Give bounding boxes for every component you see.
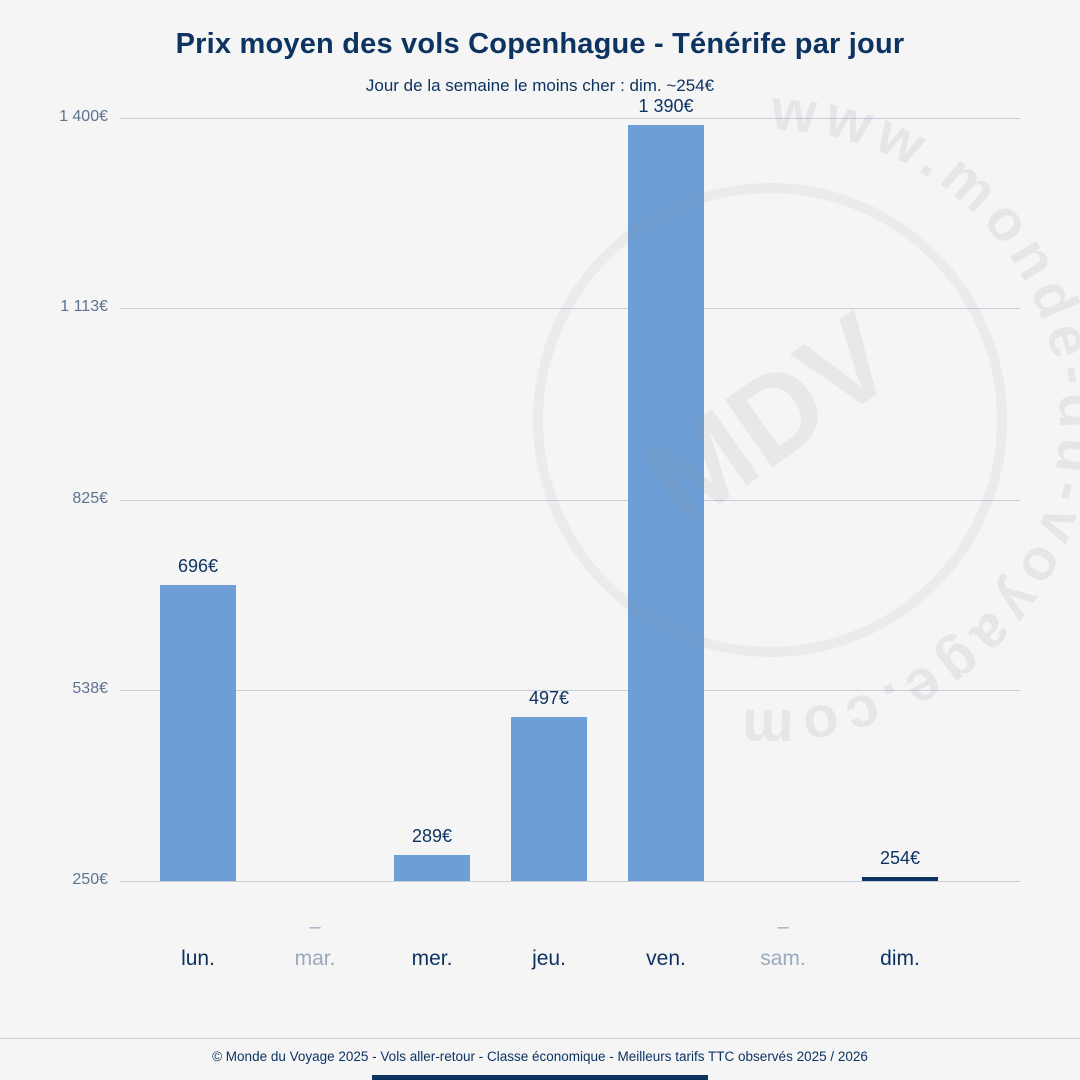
y-axis-label: 825€ <box>72 489 108 507</box>
value-label-jeu: 497€ <box>528 688 570 709</box>
footer-divider <box>0 1038 1080 1039</box>
y-axis-label: 538€ <box>72 679 108 697</box>
x-axis-label-sam: sam. <box>760 947 806 970</box>
y-axis-label: 250€ <box>72 871 108 888</box>
x-axis-label-dim: dim. <box>880 947 920 970</box>
value-label-mer: 289€ <box>411 826 453 847</box>
bar-lun <box>160 585 236 881</box>
x-axis-label-ven: ven. <box>646 947 686 970</box>
footer-accent-bar <box>372 1075 708 1080</box>
no-data-marker-mar: – <box>309 916 321 938</box>
no-data-marker-sam: – <box>777 916 789 938</box>
chart-title: Prix moyen des vols Copenhague - Ténérif… <box>175 28 905 60</box>
y-axis-label: 1 400€ <box>59 108 108 125</box>
value-label-dim: 254€ <box>879 848 921 868</box>
x-axis-label-jeu: jeu. <box>532 947 566 970</box>
gridline <box>120 118 1020 119</box>
bar-mer <box>394 855 470 881</box>
bar-jeu <box>511 717 587 881</box>
value-label-lun: 696€ <box>177 556 219 577</box>
bar-dim <box>862 877 938 881</box>
y-axis-label: 1 113€ <box>60 298 108 316</box>
x-axis-label-mar: mar. <box>294 947 336 970</box>
gridline <box>120 689 1020 691</box>
footer-text: © Monde du Voyage 2025 - Vols aller-reto… <box>212 1049 868 1064</box>
x-axis-label-lun: lun. <box>181 947 215 970</box>
gridline <box>120 499 1020 501</box>
value-label-ven: 1 390€ <box>638 95 694 116</box>
chart-subtitle: Jour de la semaine le moins cher : dim. … <box>365 76 715 95</box>
gridline <box>120 881 1020 882</box>
gridline <box>120 308 1020 310</box>
x-axis-label-mer: mer. <box>411 947 453 970</box>
bar-ven <box>628 124 704 881</box>
